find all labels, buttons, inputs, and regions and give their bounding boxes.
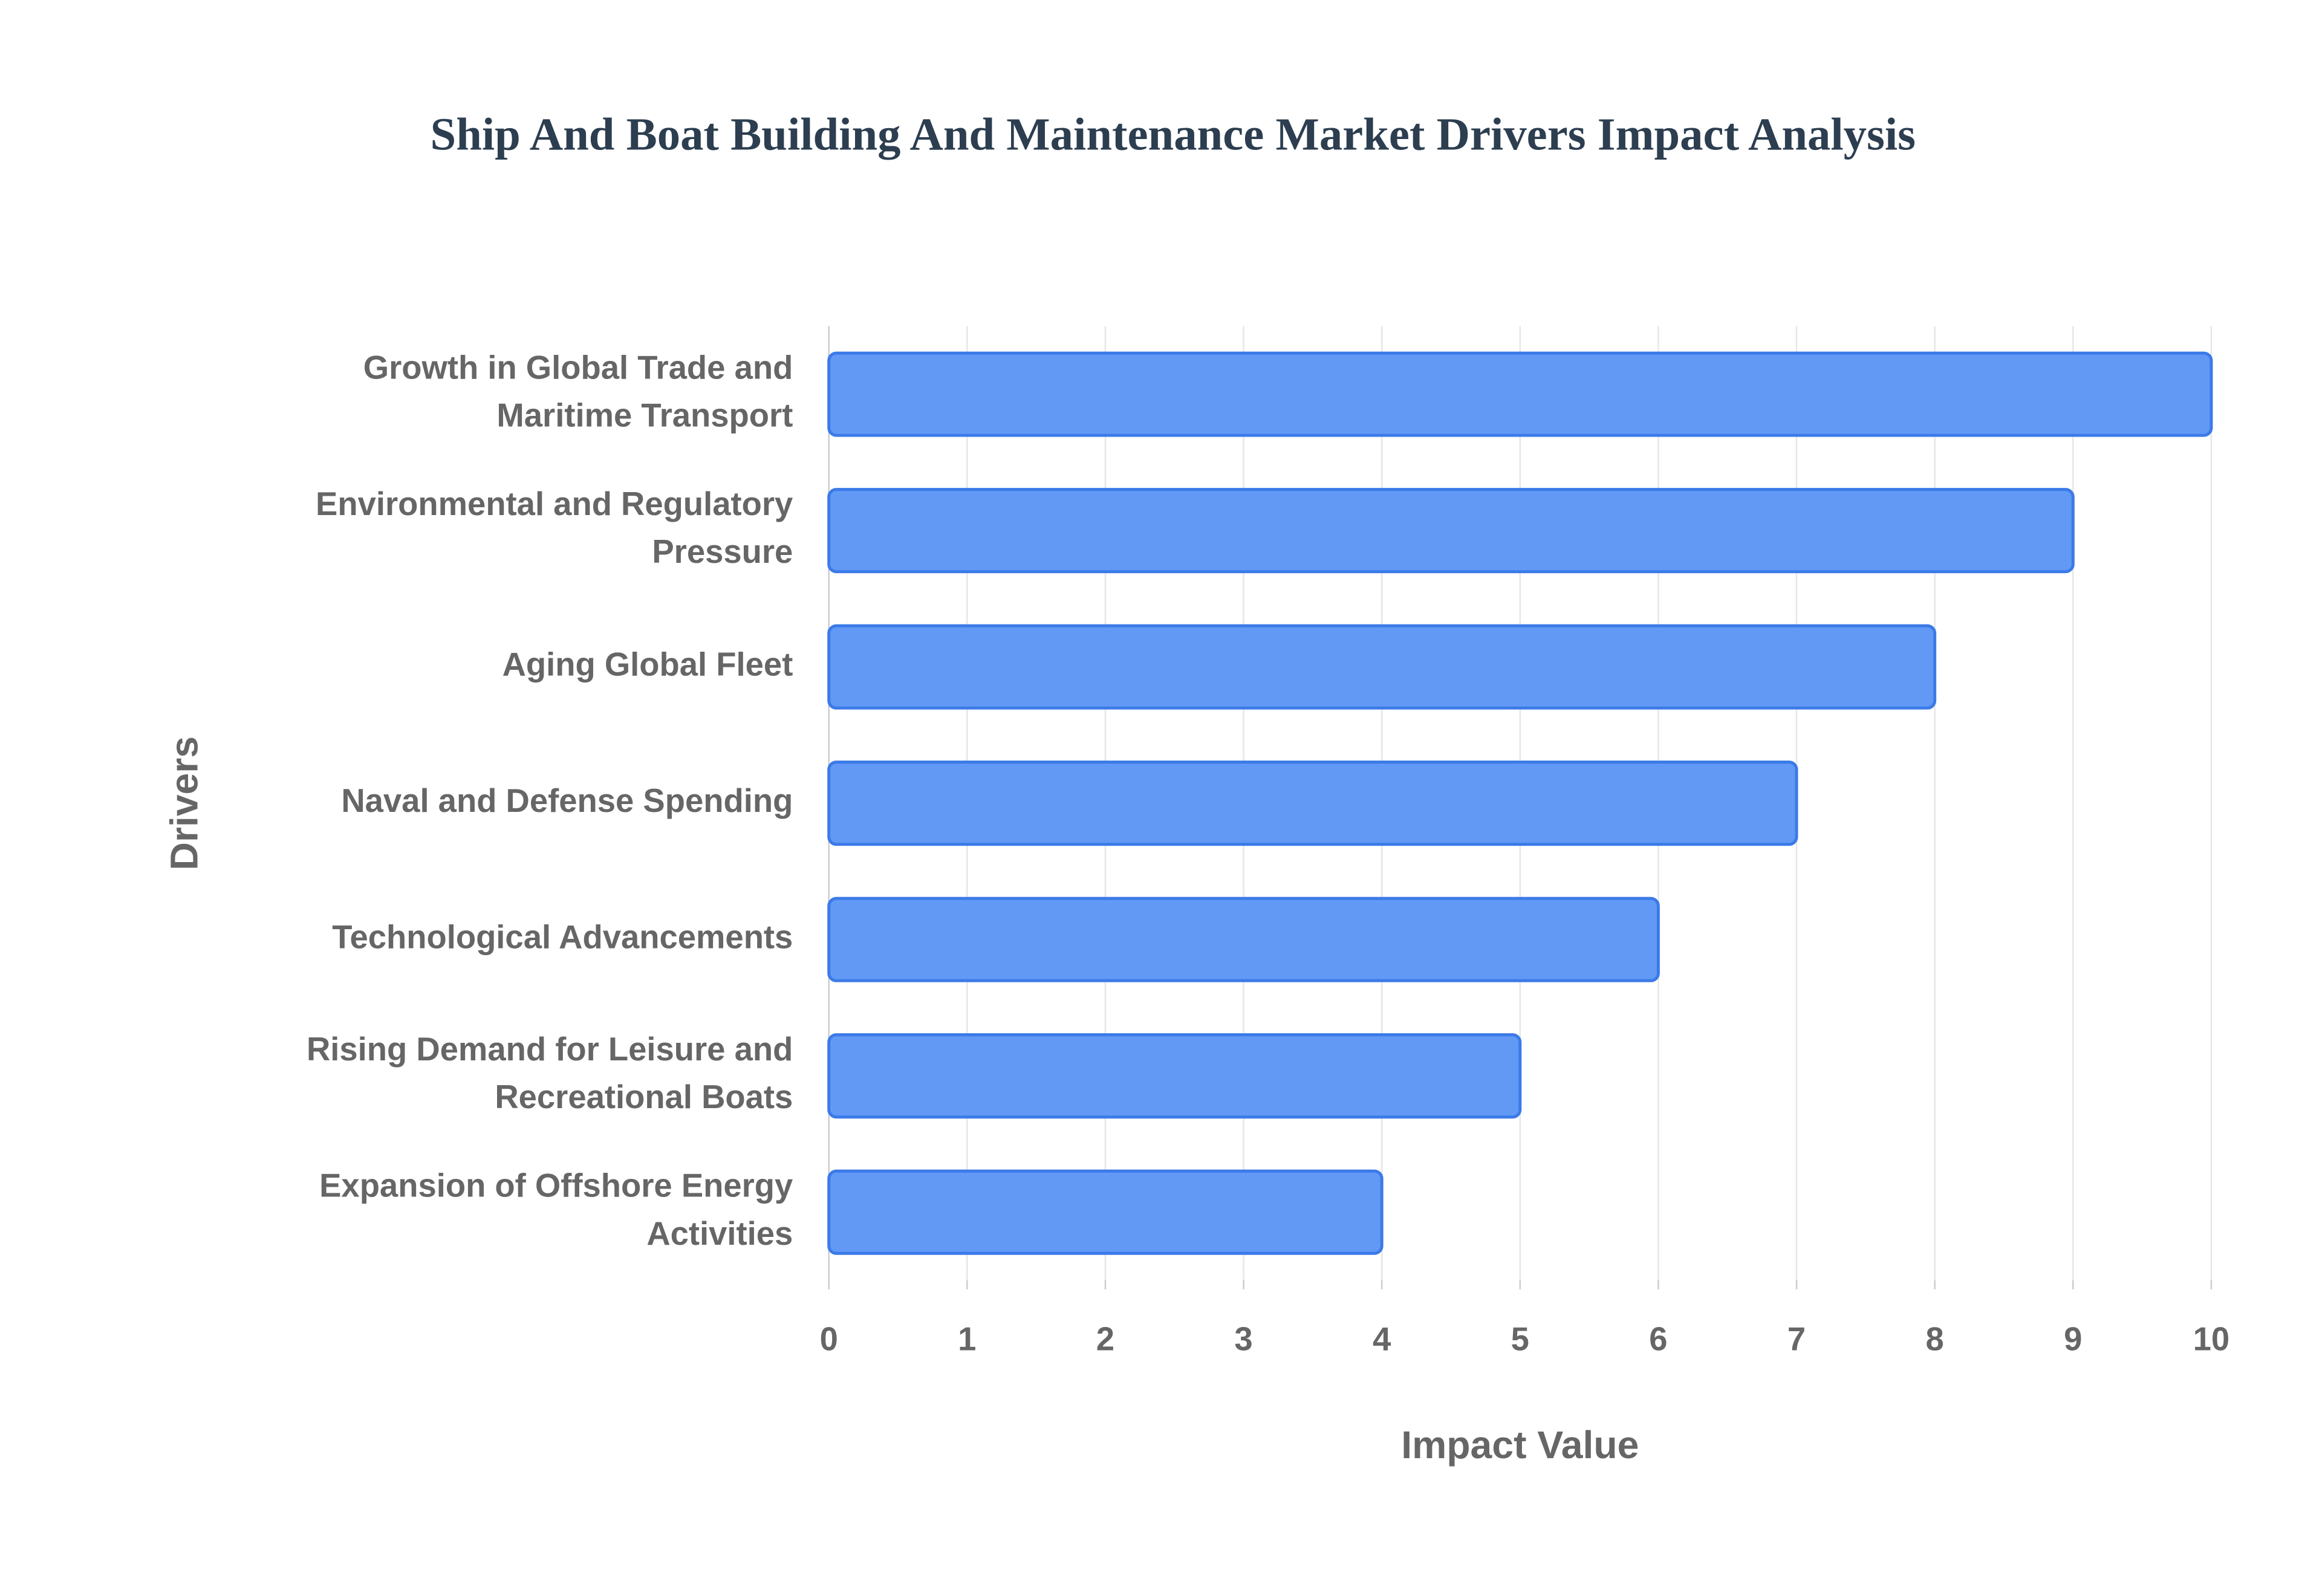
- bar: [827, 1033, 1522, 1119]
- y-tick-label: Environmental and Regulatory Pressure: [316, 485, 793, 570]
- bar: [827, 761, 1798, 846]
- x-tick-label: 2: [1096, 1321, 1114, 1358]
- y-tick-label: Technological Advancements: [332, 919, 793, 956]
- bar: [827, 351, 2213, 437]
- y-tick-label: Aging Global Fleet: [502, 646, 793, 683]
- x-tick-label: 7: [1787, 1321, 1806, 1358]
- y-axis-title: Drivers: [162, 736, 206, 871]
- y-tick-label: Naval and Defense Spending: [341, 782, 793, 819]
- x-tick-label: 4: [1373, 1321, 1391, 1358]
- x-axis-title: Impact Value: [1401, 1423, 1639, 1467]
- x-tick-label: 3: [1234, 1321, 1252, 1358]
- x-tick-label: 5: [1511, 1321, 1529, 1358]
- x-tick-label: 10: [2193, 1321, 2230, 1358]
- x-tick-label: 6: [1649, 1321, 1667, 1358]
- x-tick-label: 0: [820, 1321, 838, 1358]
- bar: [827, 1169, 1384, 1255]
- bar: [827, 488, 2075, 574]
- x-tick-label: 8: [1926, 1321, 1944, 1358]
- y-tick-label: Expansion of Offshore Energy Activities: [319, 1167, 793, 1252]
- y-tick-label: Growth in Global Trade and Maritime Trans…: [363, 349, 793, 434]
- chart-title: Ship And Boat Building And Maintenance M…: [431, 109, 1916, 160]
- x-tick-label: 1: [958, 1321, 976, 1358]
- bar: [827, 624, 1937, 710]
- bar: [827, 897, 1660, 982]
- y-tick-label: Rising Demand for Leisure and Recreationa…: [307, 1031, 793, 1115]
- x-tick-label: 9: [2064, 1321, 2082, 1358]
